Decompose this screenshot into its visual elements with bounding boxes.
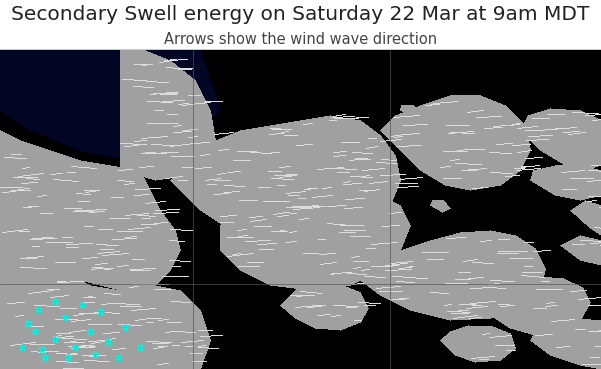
Text: Secondary Swell energy on Saturday 22 Mar at 9am MDT: Secondary Swell energy on Saturday 22 Ma… — [11, 4, 590, 24]
Text: Arrows show the wind wave direction: Arrows show the wind wave direction — [164, 31, 437, 46]
